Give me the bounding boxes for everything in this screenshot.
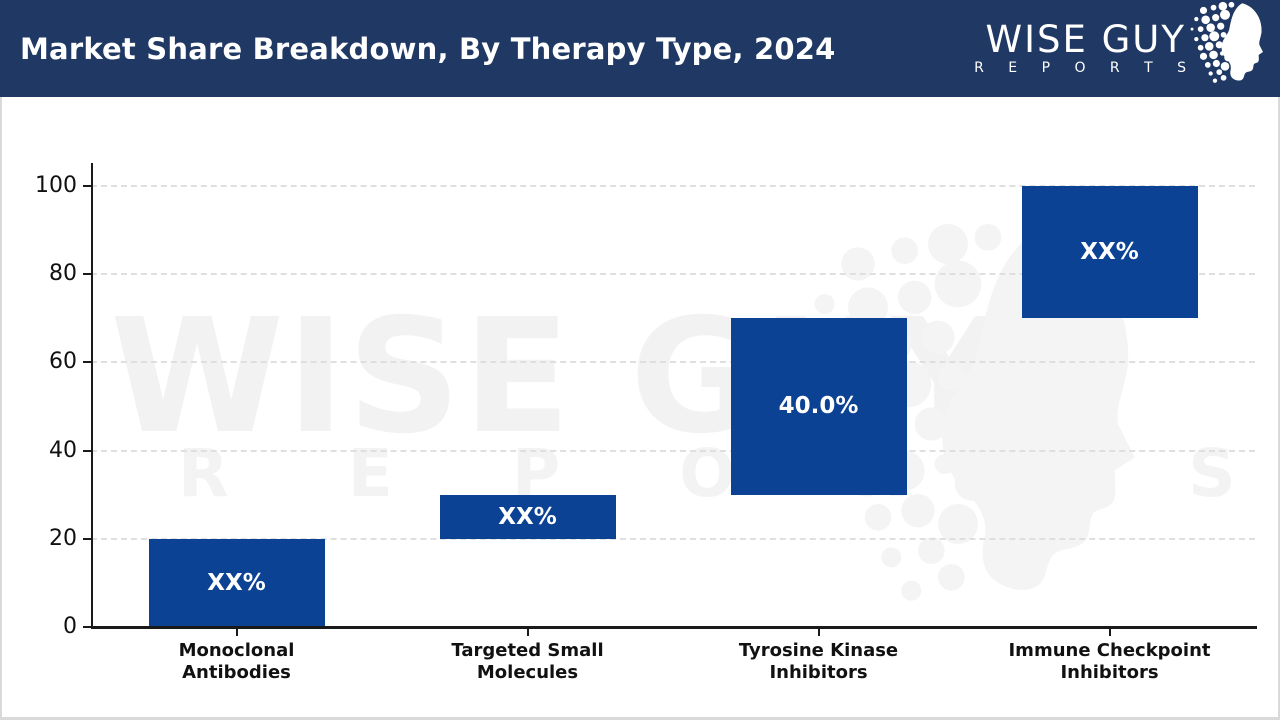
x-category-label: Monoclonal Antibodies xyxy=(178,640,295,683)
brand-name: WISE GUY xyxy=(985,17,1186,61)
y-tick-mark xyxy=(83,449,91,452)
x-category-label: Tyrosine Kinase Inhibitors xyxy=(738,640,899,683)
y-tick-mark xyxy=(83,626,91,628)
y-tick-label: 0 xyxy=(63,614,77,639)
x-category-label: Targeted Small Molecules xyxy=(451,640,604,683)
plot-region: 0 20 40 60 80 100 XX% Monoclonal Antibodies XX% T… xyxy=(2,97,1280,720)
bar-1: XX% xyxy=(148,538,325,627)
y-tick-label: 40 xyxy=(49,437,77,463)
x-tick-mark xyxy=(235,627,238,636)
bar-value-label: XX% xyxy=(207,569,266,596)
y-tick-mark xyxy=(83,185,91,187)
y-gridline xyxy=(91,273,1255,276)
x-tick-mark xyxy=(526,627,529,636)
page-title: Market Share Breakdown, By Therapy Type,… xyxy=(20,31,836,66)
y-tick-mark xyxy=(83,361,91,364)
bar-2: XX% xyxy=(439,494,616,539)
brand-subtitle: R E P O R T S xyxy=(974,59,1196,76)
y-tick-label: 20 xyxy=(49,525,77,551)
y-gridline xyxy=(91,361,1255,364)
brand-logo-text: WISE GUY R E P O R T S xyxy=(974,17,1186,77)
y-gridline xyxy=(91,449,1255,452)
y-gridline xyxy=(91,537,1255,540)
x-tick-mark xyxy=(817,627,820,636)
brand-logo: WISE GUY R E P O R T S xyxy=(974,0,1268,98)
y-tick-label: 100 xyxy=(35,173,77,198)
y-tick-label: 80 xyxy=(49,261,77,287)
x-tick-mark xyxy=(1108,627,1111,636)
bar-value-label: 40.0% xyxy=(778,393,859,420)
y-tick-mark xyxy=(83,537,91,540)
y-tick-label: 60 xyxy=(49,349,77,375)
bar-value-label: XX% xyxy=(498,503,557,530)
bar-4: XX% xyxy=(1021,186,1198,319)
header-banner: Market Share Breakdown, By Therapy Type,… xyxy=(0,0,1280,97)
y-axis-line xyxy=(91,163,93,629)
bar-value-label: XX% xyxy=(1080,239,1139,266)
x-axis-line xyxy=(91,626,1257,629)
bar-3: 40.0% xyxy=(730,318,907,495)
y-gridline xyxy=(91,185,1255,187)
dotted-face-profile-icon xyxy=(1182,0,1268,98)
chart-area: WISE GUY R E P O R T S 0 20 40 60 80 100 XX% Mo… xyxy=(0,97,1280,720)
y-tick-mark xyxy=(83,273,91,276)
x-category-label: Immune Checkpoint Inhibitors xyxy=(1008,640,1211,683)
